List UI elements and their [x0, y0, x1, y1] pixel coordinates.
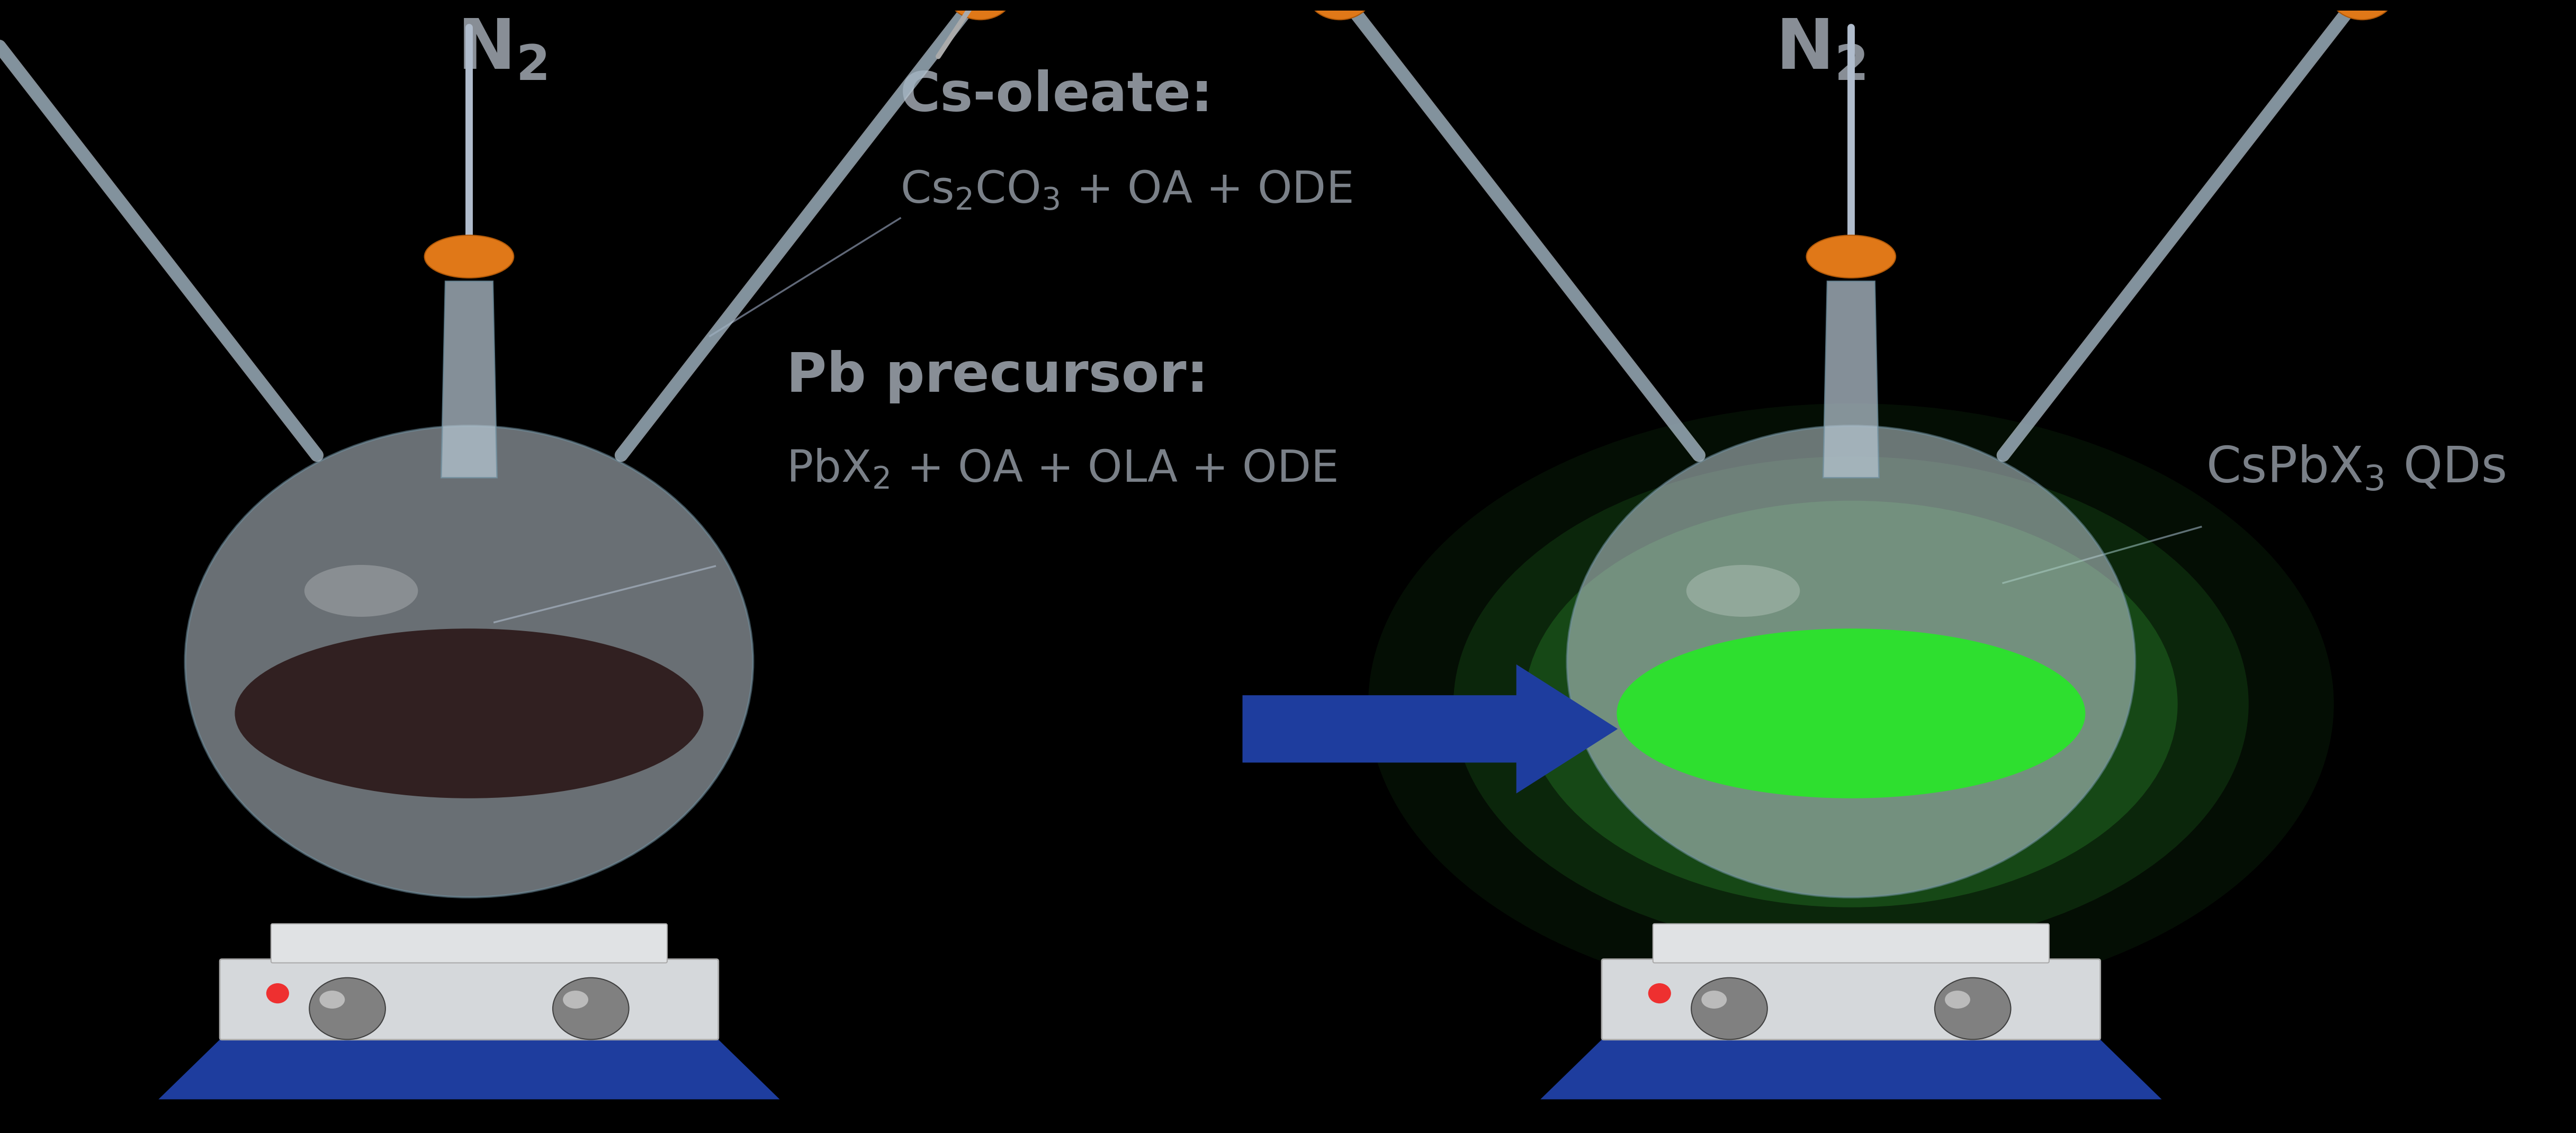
Ellipse shape: [309, 978, 386, 1039]
Ellipse shape: [1453, 457, 2249, 952]
Ellipse shape: [554, 978, 629, 1039]
Ellipse shape: [1806, 236, 1896, 278]
Ellipse shape: [1368, 403, 2334, 1005]
Ellipse shape: [1687, 565, 1801, 616]
Ellipse shape: [564, 990, 587, 1008]
Ellipse shape: [234, 629, 703, 799]
Ellipse shape: [2329, 0, 2396, 19]
Text: $\mathregular{N_2}$: $\mathregular{N_2}$: [1775, 16, 1865, 84]
FancyBboxPatch shape: [1602, 960, 2099, 1040]
Ellipse shape: [1306, 0, 1373, 19]
Ellipse shape: [1945, 990, 1971, 1008]
Ellipse shape: [1935, 978, 2012, 1039]
Polygon shape: [440, 281, 497, 478]
Polygon shape: [1242, 664, 1618, 793]
Ellipse shape: [185, 426, 752, 897]
Ellipse shape: [265, 983, 289, 1004]
Polygon shape: [1824, 281, 1878, 478]
Ellipse shape: [1649, 983, 1672, 1004]
Ellipse shape: [1700, 990, 1726, 1008]
FancyBboxPatch shape: [1654, 923, 2048, 963]
Text: $\mathregular{Cs_2CO_3}$ + OA + ODE: $\mathregular{Cs_2CO_3}$ + OA + ODE: [899, 169, 1352, 213]
Ellipse shape: [1525, 501, 2177, 908]
Ellipse shape: [425, 236, 513, 278]
FancyBboxPatch shape: [219, 960, 719, 1040]
Polygon shape: [160, 1038, 781, 1099]
Ellipse shape: [304, 565, 417, 616]
Ellipse shape: [1566, 426, 2136, 897]
Text: Cs-oleate:: Cs-oleate:: [899, 69, 1213, 122]
Text: Pb precursor:: Pb precursor:: [786, 350, 1208, 403]
Text: $\mathregular{CsPbX_3}$ QDs: $\mathregular{CsPbX_3}$ QDs: [2205, 444, 2506, 493]
Text: $\mathregular{PbX_2}$ + OA + OLA + ODE: $\mathregular{PbX_2}$ + OA + OLA + ODE: [786, 448, 1337, 491]
Ellipse shape: [1692, 978, 1767, 1039]
Polygon shape: [1540, 1038, 2161, 1099]
Text: $\mathregular{N_2}$: $\mathregular{N_2}$: [456, 16, 546, 84]
Ellipse shape: [319, 990, 345, 1008]
FancyBboxPatch shape: [270, 923, 667, 963]
Ellipse shape: [948, 0, 1012, 19]
Ellipse shape: [1618, 629, 2087, 799]
